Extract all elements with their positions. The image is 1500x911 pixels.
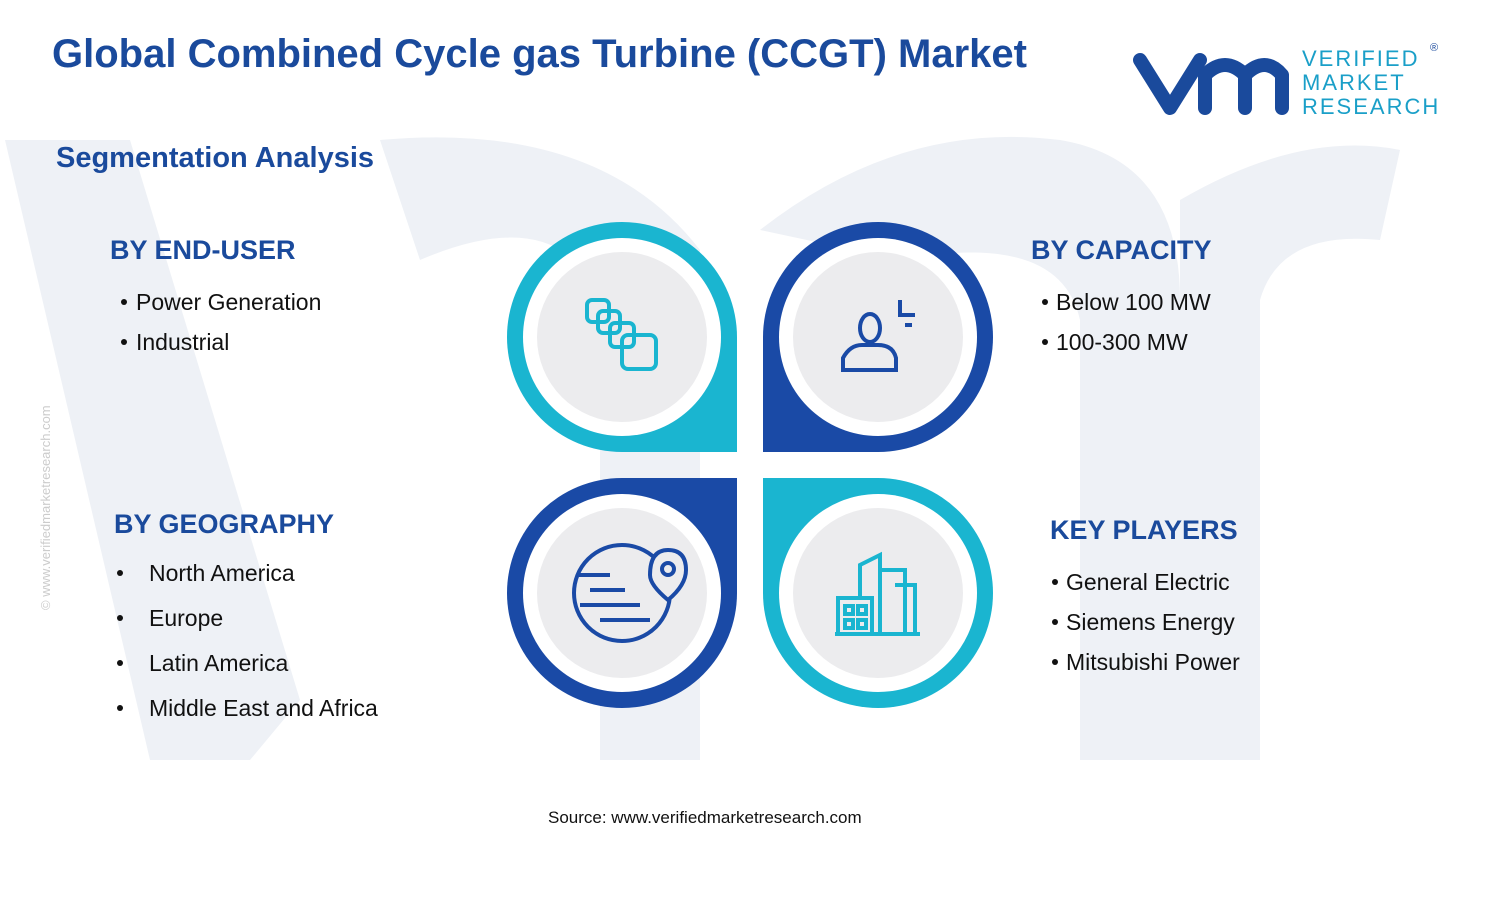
segment-item: Below 100 MW [1056,289,1211,315]
source: Source: www.verifiedmarketresearch.com [548,808,862,827]
segment-item: General Electric [1066,569,1230,595]
segment-item: Europe [149,605,224,631]
segment-heading: BY CAPACITY [1031,235,1212,265]
segment-item: Power Generation [136,289,322,315]
segment-item: Industrial [136,329,230,355]
title: Global Combined Cycle gas Turbine (CCGT)… [52,32,1027,76]
segment-heading: KEY PLAYERS [1050,515,1238,545]
subtitle: Segmentation Analysis [56,142,375,174]
segment-heading: BY END-USER [110,235,296,265]
logo-word: MARKET [1302,70,1406,95]
registered-mark: ® [1430,42,1439,54]
petal-geography [507,478,737,708]
segment-item: North America [149,560,295,586]
logo-mark [1133,53,1289,115]
segment-item: Siemens Energy [1066,609,1235,635]
logo-word: VERIFIED [1302,46,1420,71]
segment-heading: BY GEOGRAPHY [114,509,335,539]
petal-capacity [763,222,993,452]
segment-item: 100-300 MW [1056,329,1188,355]
segment-item: Latin America [149,650,289,676]
bullets [117,299,1058,711]
logo-word: RESEARCH [1302,94,1441,119]
petal-end-user [507,222,737,452]
segment-item: Middle East and Africa [149,695,378,721]
segment-item: Mitsubishi Power [1066,649,1240,675]
petal-key-players [763,478,993,708]
watermark-text: © www.verifiedmarketresearch.com [38,405,53,610]
